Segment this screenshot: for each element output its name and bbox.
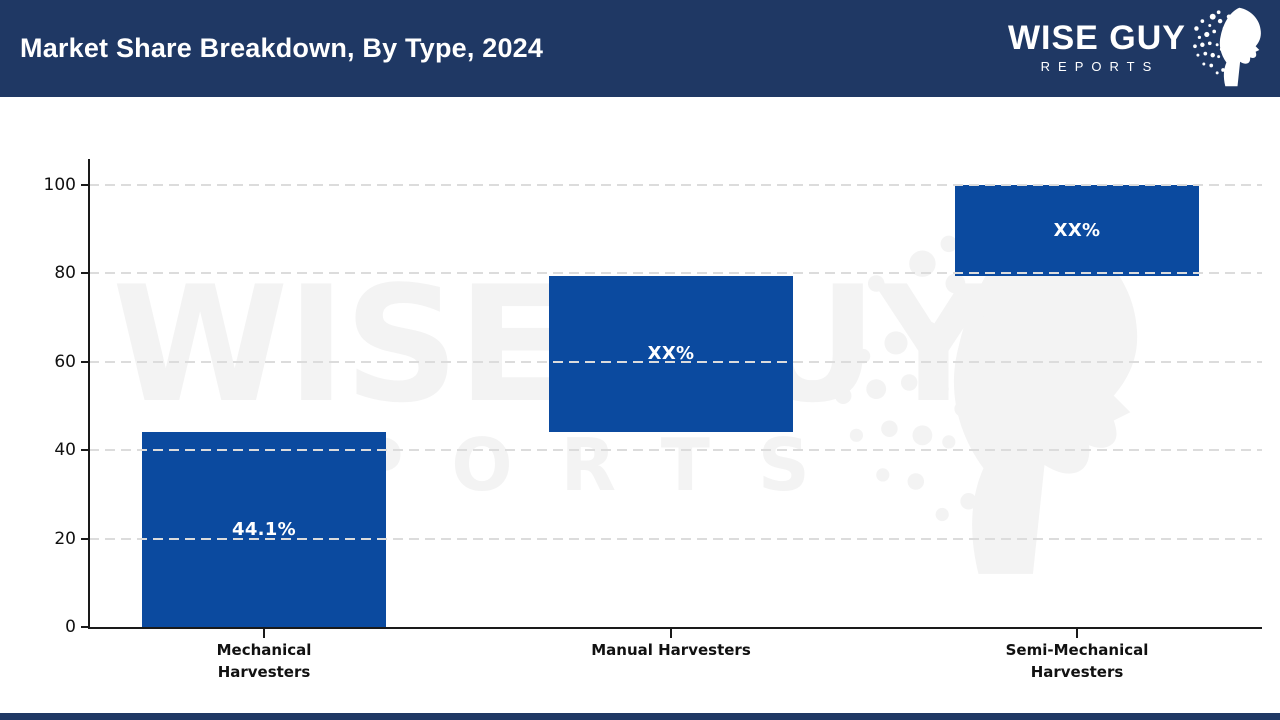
brand-logo: WISE GUY REPORTS xyxy=(1008,6,1266,88)
gridline-80 xyxy=(89,272,1262,275)
gridline-60 xyxy=(89,360,1262,363)
x-axis-spine xyxy=(88,627,1262,629)
chart-area: WISE GUY REPORTS 0 20 40 60 80 100 44.1% XX% XX%… xyxy=(0,97,1280,713)
y-tick-40 xyxy=(81,449,89,452)
y-tick-60 xyxy=(81,360,89,363)
footer-bar xyxy=(0,713,1280,720)
x-tick-label-line: Semi-Mechanical xyxy=(1005,641,1149,659)
y-tick-label-20: 20 xyxy=(54,528,76,549)
x-tick-label-line: Mechanical xyxy=(216,641,312,659)
gridline-20 xyxy=(89,537,1262,540)
brand-logo-text: WISE GUY REPORTS xyxy=(1008,21,1186,73)
y-tick-label-60: 60 xyxy=(54,351,76,372)
y-tick-0 xyxy=(81,626,89,628)
y-tick-80 xyxy=(81,272,89,275)
header-bar: Market Share Breakdown, By Type, 2024 WI… xyxy=(0,0,1280,97)
x-tick-label-line: Manual Harvesters xyxy=(591,641,751,659)
brand-subname: REPORTS xyxy=(1040,59,1160,74)
y-tick-label-100: 100 xyxy=(43,175,76,195)
y-tick-label-0: 0 xyxy=(65,617,76,637)
x-tick-label-line: Harvesters xyxy=(217,662,311,681)
gridline-40 xyxy=(89,449,1262,452)
bar-label: 44.1% xyxy=(232,519,296,541)
x-tick-label-2: Semi-Mechanical Harvesters xyxy=(917,640,1237,684)
bar-mechanical-harvesters: 44.1% xyxy=(142,432,386,627)
bar-manual-harvesters: XX% xyxy=(549,275,793,433)
x-tick-2 xyxy=(1076,629,1078,638)
y-tick-100 xyxy=(81,184,89,186)
y-axis-spine xyxy=(88,159,90,629)
x-tick-label-line: Harvesters xyxy=(1030,662,1124,681)
bar-semi-mechanical-harvesters: XX% xyxy=(955,185,1199,276)
face-profile-icon xyxy=(1192,6,1266,88)
x-tick-1 xyxy=(670,629,672,638)
y-tick-20 xyxy=(81,537,89,540)
x-tick-label-0: Mechanical Harvesters xyxy=(104,640,424,684)
page-title: Market Share Breakdown, By Type, 2024 xyxy=(20,33,544,63)
brand-name: WISE GUY xyxy=(1007,19,1186,57)
gridline-100 xyxy=(89,184,1262,186)
bar-label: XX% xyxy=(647,343,695,365)
x-tick-label-1: Manual Harvesters xyxy=(511,640,831,662)
x-tick-0 xyxy=(263,629,265,638)
bar-label: XX% xyxy=(1053,219,1101,241)
y-tick-label-80: 80 xyxy=(54,263,76,284)
y-tick-label-40: 40 xyxy=(54,440,76,461)
